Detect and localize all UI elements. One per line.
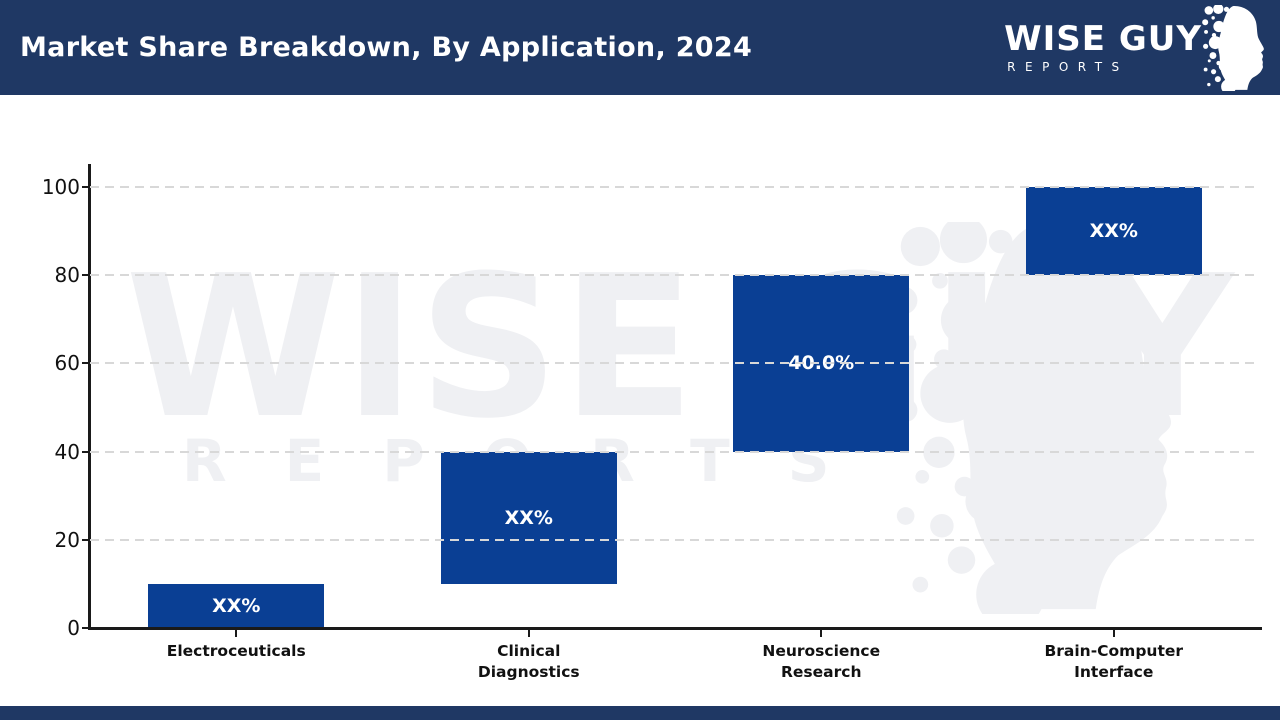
x-category-label: Electroceuticals bbox=[166, 642, 306, 660]
x-category-label: Clinical Diagnostics bbox=[477, 642, 580, 681]
bar-value-label: XX% bbox=[212, 594, 261, 617]
y-tick-mark bbox=[82, 362, 90, 365]
header-bar: Market Share Breakdown, By Application, … bbox=[0, 0, 1280, 95]
logo-wordmark: WISE GUY bbox=[1004, 19, 1202, 59]
gridline-40 bbox=[90, 450, 1260, 453]
x-tick-mark bbox=[1112, 630, 1115, 637]
wiseguy-logo: WISE GUY REPORTS bbox=[1004, 5, 1272, 91]
footer-bar bbox=[0, 706, 1280, 720]
y-tick-label: 0 bbox=[67, 616, 80, 640]
page-title: Market Share Breakdown, By Application, … bbox=[20, 32, 753, 63]
x-category-label: Neuroscience Research bbox=[762, 642, 881, 681]
gridline-60 bbox=[90, 362, 1260, 365]
logo-subtitle: REPORTS bbox=[1007, 60, 1129, 74]
bar-value-label: XX% bbox=[504, 506, 553, 529]
gridline-80 bbox=[90, 274, 1260, 277]
y-tick-mark bbox=[82, 274, 90, 277]
x-category-label: Brain-Computer Interface bbox=[1044, 642, 1184, 681]
y-axis-line bbox=[88, 164, 91, 630]
bar-value-label: XX% bbox=[1089, 220, 1138, 243]
y-tick-mark bbox=[82, 627, 90, 629]
chart-plot-area: XX% XX% 40.0% XX% 0 20 40 60 80 100 Electroceutica… bbox=[0, 95, 1280, 706]
x-tick-mark bbox=[820, 630, 823, 637]
y-tick-mark bbox=[82, 186, 90, 188]
bar-brain-computer: XX% bbox=[1025, 187, 1202, 276]
x-axis-line bbox=[88, 627, 1262, 630]
y-tick-label: 80 bbox=[54, 263, 80, 288]
logo-head-icon bbox=[1202, 5, 1264, 91]
y-tick-label: 40 bbox=[54, 439, 80, 464]
logo-text: WISE GUY REPORTS bbox=[1004, 22, 1202, 74]
watermark-head-icon bbox=[889, 222, 1172, 614]
y-tick-label: 20 bbox=[54, 527, 80, 552]
bar-clinical: XX% bbox=[440, 451, 617, 584]
x-tick-mark bbox=[527, 630, 530, 637]
gridline-100 bbox=[90, 186, 1260, 188]
y-tick-mark bbox=[82, 538, 90, 541]
y-tick-mark bbox=[82, 450, 90, 453]
gridline-20 bbox=[90, 538, 1260, 541]
y-tick-label: 60 bbox=[54, 351, 80, 376]
y-tick-label: 100 bbox=[41, 175, 80, 199]
x-tick-mark bbox=[235, 630, 238, 637]
bar-electroceuticals: XX% bbox=[148, 583, 325, 628]
